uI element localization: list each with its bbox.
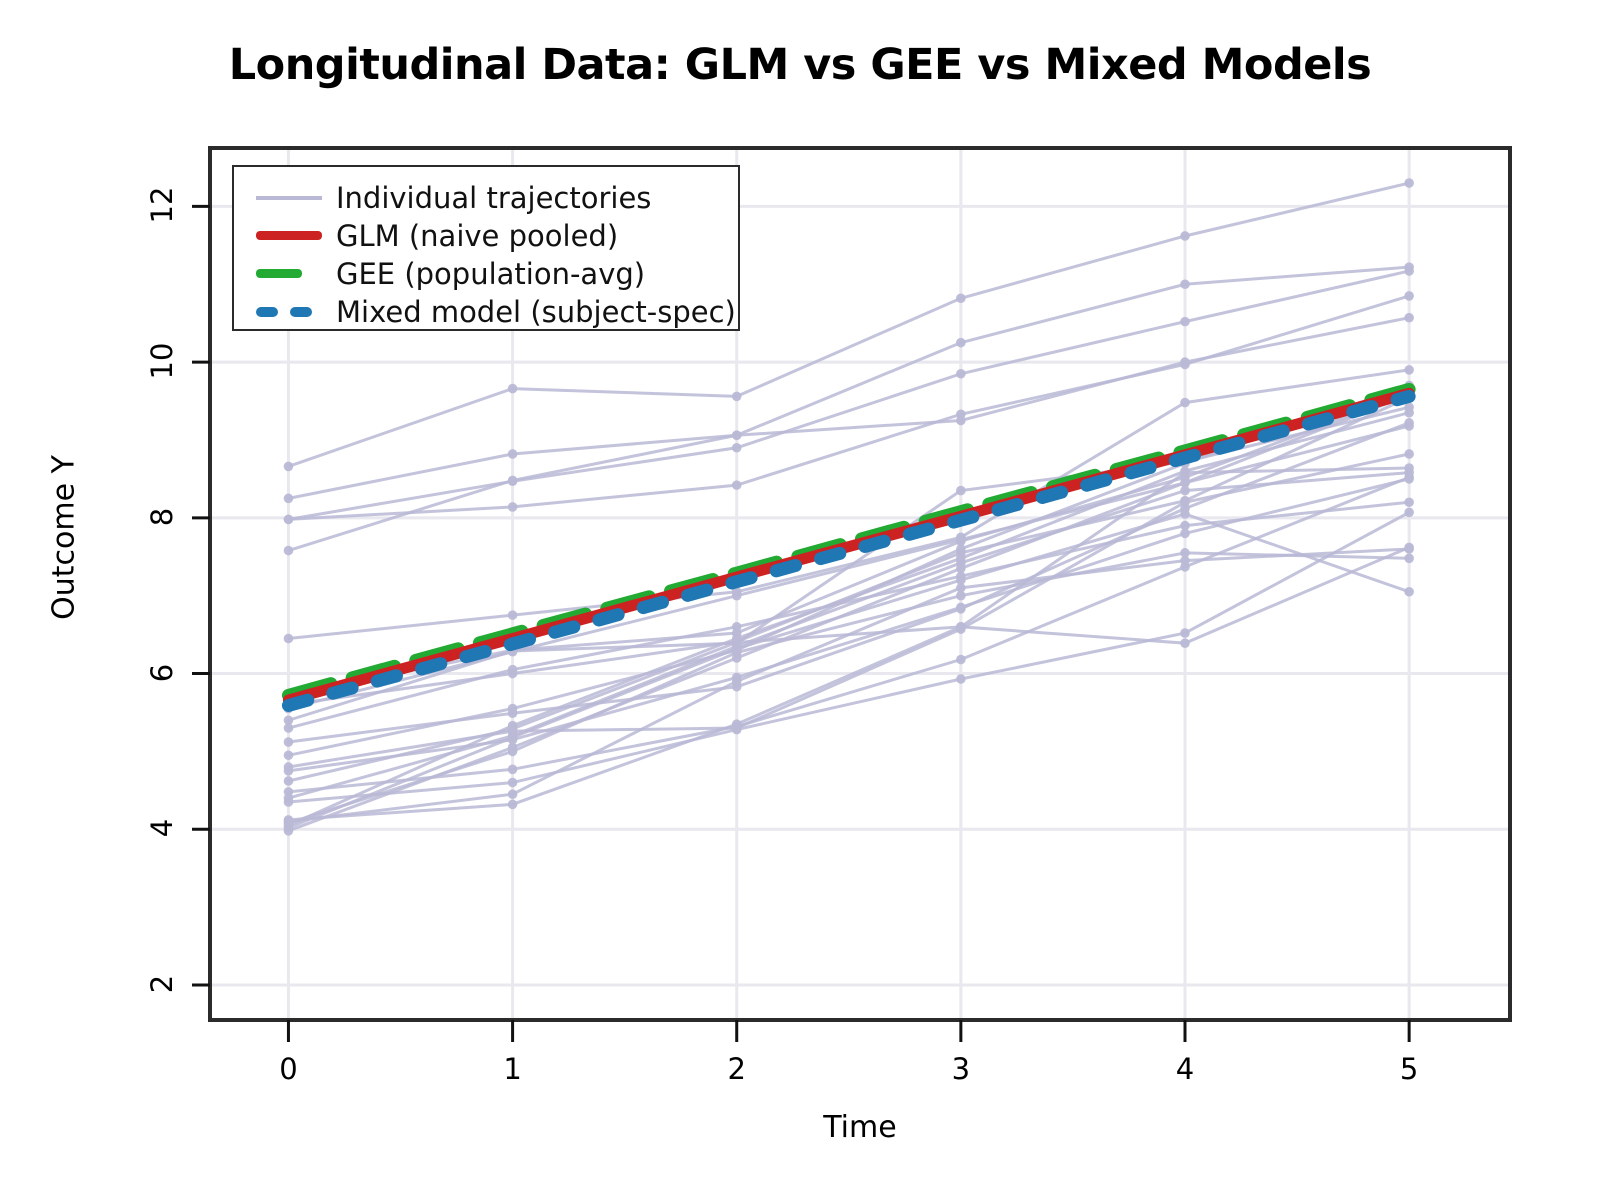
model-lines (281, 382, 1416, 712)
x-tick-label: 4 (1175, 1052, 1195, 1086)
legend-item-mixed: Mixed model (subject-spec) (234, 293, 738, 331)
legend-item-gee: GEE (population-avg) (234, 255, 738, 293)
x-tick-label: 0 (279, 1052, 298, 1086)
legend-swatch-mixed-a (256, 307, 278, 317)
legend-label-gee: GEE (population-avg) (336, 257, 646, 291)
plot-frame (192, 146, 1512, 1042)
x-axis-label: Time (823, 1110, 897, 1145)
x-tick-label: 2 (727, 1052, 746, 1086)
legend-item-glm: GLM (naive pooled) (234, 217, 738, 255)
x-tick-label: 5 (1399, 1052, 1419, 1086)
legend-label-glm: GLM (naive pooled) (336, 219, 619, 253)
y-tick-label: 12 (145, 186, 179, 224)
legend-swatch-individual (256, 196, 322, 200)
legend-label-mixed: Mixed model (subject-spec) (336, 295, 736, 329)
x-tick-label: 3 (951, 1052, 971, 1086)
legend-swatch-mixed-b (290, 307, 312, 317)
y-tick-label: 10 (145, 342, 179, 380)
y-tick-label: 2 (145, 974, 179, 994)
y-tick-label: 4 (145, 819, 179, 838)
legend-item-individual: Individual trajectories (234, 179, 738, 217)
y-tick-label: 6 (145, 663, 179, 682)
legend-label-individual: Individual trajectories (336, 181, 652, 215)
x-tick-label: 1 (503, 1052, 522, 1086)
legend-swatch-gee (256, 269, 302, 278)
chart-legend: Individual trajectories GLM (naive poole… (232, 165, 740, 331)
legend-swatch-glm (256, 231, 322, 240)
page-title: Longitudinal Data: GLM vs GEE vs Mixed M… (228, 40, 1372, 90)
y-tick-label: 8 (145, 507, 179, 527)
